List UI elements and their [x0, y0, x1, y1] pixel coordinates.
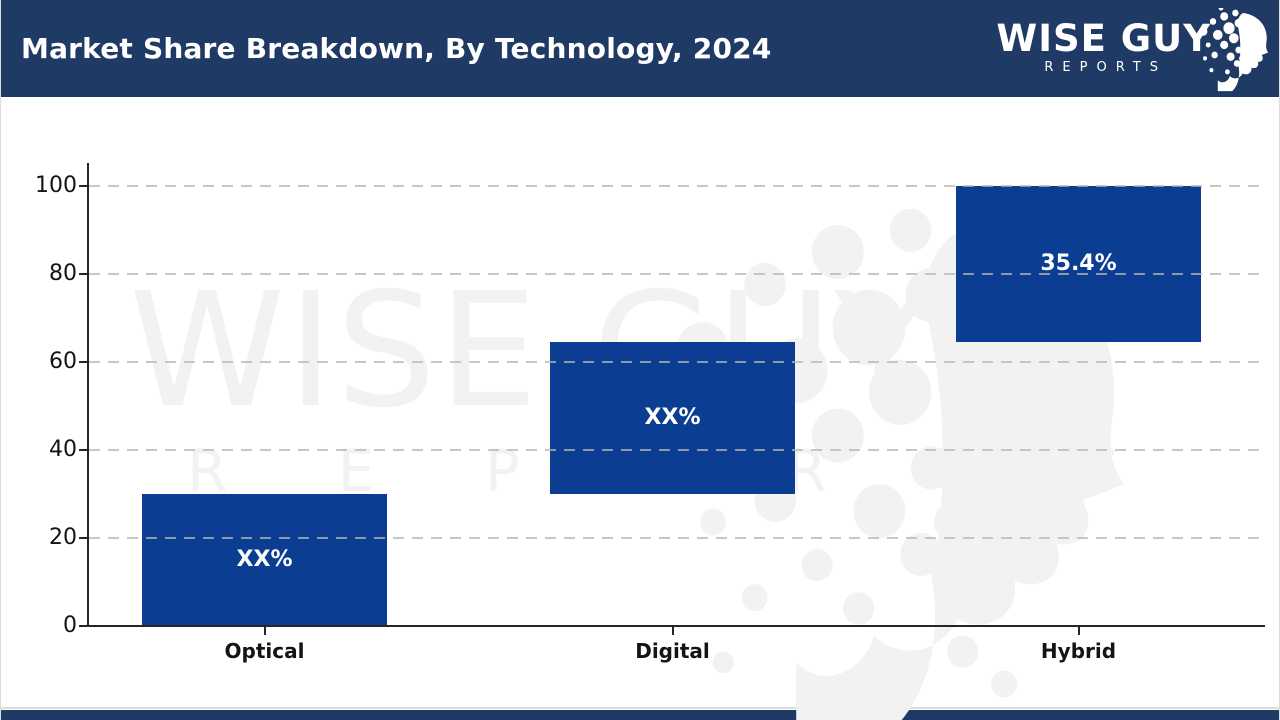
y-tick-mark — [79, 537, 88, 539]
gridline-40 — [89, 449, 1263, 451]
logo-wordmark: WISE GUY — [996, 17, 1211, 60]
footer-banner — [1, 710, 1279, 720]
bar-digital — [550, 341, 795, 495]
y-tick-mark — [79, 449, 88, 451]
y-tick-mark — [79, 273, 88, 275]
x-tick-mark — [671, 627, 674, 635]
x-tick-mark — [263, 627, 266, 635]
x-category-label: Digital — [635, 639, 710, 663]
y-tick-label: 40 — [49, 437, 77, 462]
gridline-80 — [89, 273, 1263, 275]
x-category-label: Hybrid — [1040, 639, 1117, 663]
gridline-60 — [89, 361, 1263, 363]
page-title: Market Share Breakdown, By Technology, 2… — [21, 32, 772, 65]
x-category-label: Optical — [224, 639, 305, 663]
y-tick-mark — [79, 625, 88, 627]
gridline-100 — [89, 185, 1263, 187]
y-tick-label: 60 — [49, 349, 77, 374]
x-tick-mark — [1077, 627, 1080, 635]
y-tick-mark — [79, 361, 88, 363]
footer-separator-line — [1, 707, 1279, 709]
y-tick-label: 0 — [63, 613, 77, 638]
bar-hybrid — [956, 186, 1201, 342]
logo-subtitle: REPORTS — [1044, 59, 1167, 75]
logo-face-dots-icon — [1199, 8, 1269, 92]
header-banner: Market Share Breakdown, By Technology, 2… — [1, 0, 1279, 97]
bar-value-label: XX% — [236, 547, 293, 573]
y-axis-line — [87, 163, 89, 627]
bar-optical — [142, 494, 387, 626]
gridline-20 — [89, 537, 1263, 539]
y-tick-mark — [79, 185, 88, 187]
x-axis-line — [87, 625, 1265, 627]
y-tick-label: 100 — [35, 173, 77, 198]
y-tick-label: 20 — [49, 525, 77, 550]
y-tick-label: 80 — [49, 261, 77, 286]
wiseguy-reports-logo: WISE GUY REPORTS — [996, 6, 1277, 94]
bar-value-label: XX% — [644, 405, 701, 431]
bar-value-label: 35.4% — [1040, 250, 1117, 276]
